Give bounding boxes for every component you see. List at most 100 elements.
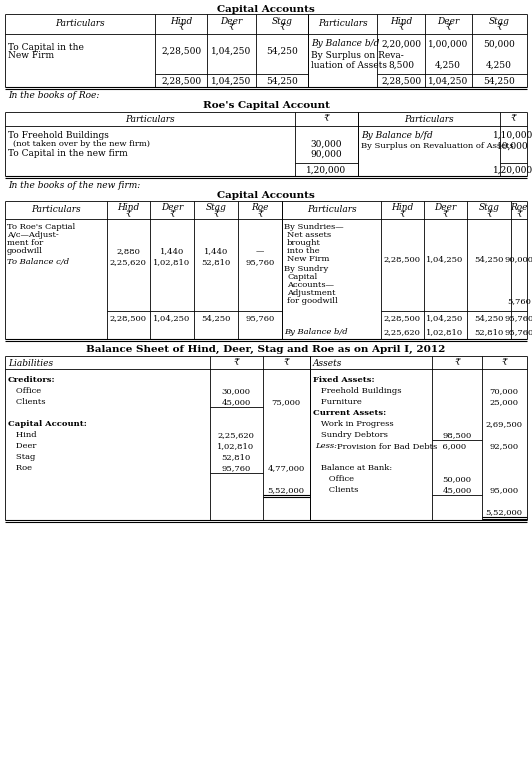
Text: Hind: Hind	[390, 16, 412, 25]
Text: ₹: ₹	[486, 210, 492, 220]
Text: 4,77,000: 4,77,000	[268, 464, 305, 472]
Text: 52,810: 52,810	[221, 453, 251, 461]
Text: ₹: ₹	[446, 24, 451, 32]
Text: 1,04,250: 1,04,250	[428, 77, 468, 85]
Text: ₹: ₹	[398, 24, 404, 32]
Text: 30,000: 30,000	[310, 140, 342, 148]
Text: In the books of Roe:: In the books of Roe:	[8, 91, 99, 101]
Text: Net assets: Net assets	[287, 231, 331, 239]
Text: —: —	[256, 247, 264, 255]
Text: 95,760: 95,760	[504, 314, 532, 322]
Text: Hind: Hind	[392, 204, 413, 213]
Text: To Balance c/d: To Balance c/d	[7, 258, 69, 266]
Text: 50,000: 50,000	[483, 39, 515, 48]
Text: 95,760: 95,760	[504, 328, 532, 336]
Text: 1,04,250: 1,04,250	[426, 314, 463, 322]
Text: brought: brought	[287, 239, 321, 247]
Text: Creditors:: Creditors:	[8, 376, 56, 384]
Text: 8,500: 8,500	[388, 61, 414, 69]
Text: ment for: ment for	[7, 239, 43, 247]
Text: Clients: Clients	[8, 398, 46, 406]
Text: (not taken over by the new firm): (not taken over by the new firm)	[13, 140, 150, 148]
Text: ₹: ₹	[213, 210, 219, 220]
Text: 54,250: 54,250	[483, 77, 515, 85]
Text: into the: into the	[287, 247, 320, 255]
Text: 2,25,620: 2,25,620	[110, 258, 146, 266]
Text: for goodwill: for goodwill	[287, 297, 338, 305]
Text: 1,04,250: 1,04,250	[153, 314, 190, 322]
Text: Roe's Capital Account: Roe's Capital Account	[203, 101, 329, 111]
Text: 2,28,500: 2,28,500	[161, 77, 201, 85]
Text: Roe: Roe	[8, 464, 32, 472]
Text: 1,04,250: 1,04,250	[211, 77, 251, 85]
Text: Capital Account:: Capital Account:	[8, 420, 87, 428]
Text: 1,440: 1,440	[160, 247, 184, 255]
Text: ₹: ₹	[501, 359, 507, 368]
Text: Roe: Roe	[510, 204, 528, 213]
Text: 45,000: 45,000	[221, 398, 251, 406]
Text: 2,28,500: 2,28,500	[381, 77, 421, 85]
Text: 54,250: 54,250	[201, 314, 231, 322]
Text: 1,440: 1,440	[204, 247, 228, 255]
Text: By Balance b/d: By Balance b/d	[284, 328, 347, 336]
Text: 1,02,810: 1,02,810	[218, 442, 255, 450]
Text: Stag: Stag	[271, 16, 293, 25]
Text: Adjustment: Adjustment	[287, 289, 336, 297]
Text: 1,00,000: 1,00,000	[428, 39, 468, 48]
Text: 2,25,620: 2,25,620	[218, 431, 254, 439]
Text: Particulars: Particulars	[404, 114, 454, 124]
Text: Current Assets:: Current Assets:	[313, 409, 386, 417]
Text: Freehold Buildings: Freehold Buildings	[313, 387, 402, 395]
Text: Particulars: Particulars	[306, 206, 356, 214]
Text: ₹: ₹	[497, 24, 502, 32]
Text: To Capital in the new firm: To Capital in the new firm	[8, 150, 128, 158]
Text: 1,20,000: 1,20,000	[306, 165, 346, 174]
Text: 75,000: 75,000	[271, 398, 301, 406]
Text: Office: Office	[313, 475, 354, 483]
Text: 1,04,250: 1,04,250	[211, 47, 251, 55]
Text: Deer: Deer	[8, 442, 36, 450]
Text: 2,20,000: 2,20,000	[381, 39, 421, 48]
Text: 1,02,810: 1,02,810	[427, 328, 463, 336]
Text: 2,28,500: 2,28,500	[110, 314, 146, 322]
Text: Less:: Less:	[315, 442, 337, 450]
Text: Accounts—: Accounts—	[287, 281, 334, 289]
Text: 90,000: 90,000	[310, 150, 342, 158]
Text: Fixed Assets:: Fixed Assets:	[313, 376, 375, 384]
Text: Particulars: Particulars	[31, 206, 81, 214]
Text: By Balance b/fd: By Balance b/fd	[361, 131, 433, 140]
Text: Deer: Deer	[434, 204, 456, 213]
Text: 2,28,500: 2,28,500	[384, 255, 420, 263]
Text: 54,250: 54,250	[475, 314, 504, 322]
Text: 4,250: 4,250	[486, 61, 512, 69]
Text: 54,250: 54,250	[475, 255, 504, 263]
Text: luation of Assets: luation of Assets	[311, 61, 387, 69]
Text: 92,500: 92,500	[489, 442, 519, 450]
Text: 1,04,250: 1,04,250	[426, 255, 463, 263]
Text: To Roe's Captial: To Roe's Captial	[7, 223, 75, 231]
Text: ₹: ₹	[454, 359, 460, 368]
Text: ₹: ₹	[279, 24, 285, 32]
Text: Clients: Clients	[313, 486, 359, 494]
Text: 4,250: 4,250	[435, 61, 461, 69]
Text: Furniture: Furniture	[313, 398, 362, 406]
Text: Deer: Deer	[220, 16, 243, 25]
Text: ₹: ₹	[443, 210, 448, 220]
Text: ₹: ₹	[400, 210, 405, 220]
Text: By Balance b/d: By Balance b/d	[311, 39, 379, 48]
Text: Work in Progress: Work in Progress	[313, 420, 394, 428]
Text: ₹: ₹	[323, 114, 329, 124]
Text: 2,69,500: 2,69,500	[486, 420, 522, 428]
Text: 54,250: 54,250	[266, 77, 298, 85]
Text: Sundry Debtors: Sundry Debtors	[313, 431, 388, 439]
Text: ₹: ₹	[283, 359, 289, 368]
Text: Stag: Stag	[205, 204, 227, 213]
Text: ₹: ₹	[169, 210, 175, 220]
Text: ₹: ₹	[516, 210, 522, 220]
Text: By Surplus on Reva-: By Surplus on Reva-	[311, 51, 404, 61]
Text: 2,28,500: 2,28,500	[161, 47, 201, 55]
Text: ₹: ₹	[229, 24, 235, 32]
Text: 5,52,000: 5,52,000	[268, 486, 304, 494]
Text: Roe: Roe	[251, 204, 269, 213]
Text: 2,880: 2,880	[116, 247, 140, 255]
